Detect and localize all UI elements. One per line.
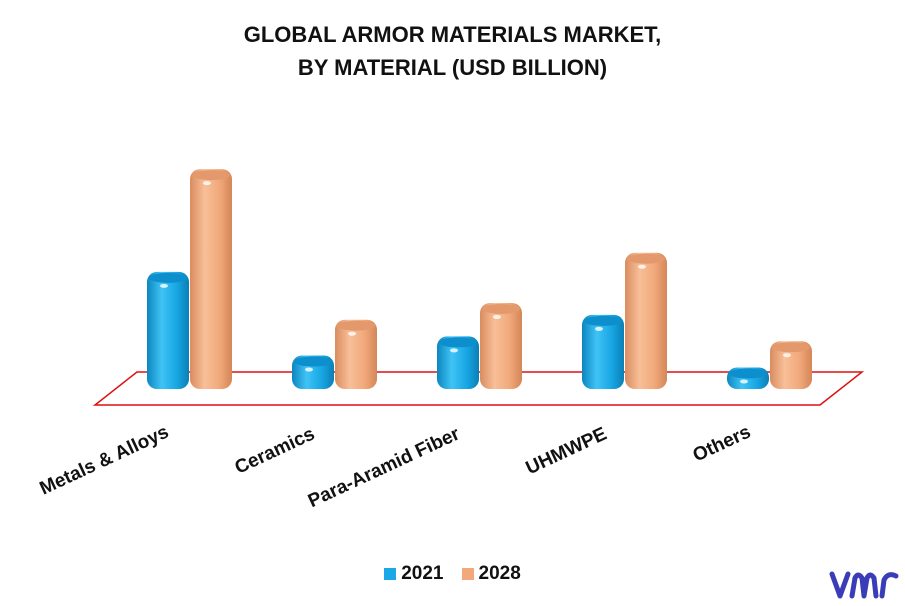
legend-item-2028: 2028 — [461, 563, 521, 585]
x-tick-label-0: Metals & Alloys — [37, 421, 173, 499]
bar-2028-4 — [770, 341, 812, 389]
x-tick-label-3: UHMWPE — [523, 423, 610, 479]
bar-highlight — [783, 353, 791, 358]
bar-highlight — [740, 379, 748, 384]
bar-cap — [149, 272, 187, 283]
bar-cap — [584, 315, 622, 326]
bar-body — [480, 302, 522, 389]
bar-body — [582, 314, 624, 389]
bar-cap — [294, 356, 332, 367]
bar-2021-1 — [292, 355, 334, 389]
bar-highlight — [160, 283, 168, 288]
bar-body — [147, 271, 189, 389]
bar-2021-0 — [147, 271, 189, 389]
bar-highlight — [305, 367, 313, 372]
legend-label-2028: 2028 — [478, 563, 521, 584]
bar-cap — [482, 303, 520, 314]
bar-body — [770, 341, 812, 389]
bar-body — [437, 336, 479, 389]
bar-body — [190, 169, 232, 389]
bar-cap — [772, 342, 810, 353]
x-tick-label-2: Para-Aramid Fiber — [305, 423, 464, 512]
bar-2028-0 — [190, 169, 232, 389]
vmr-logo-icon — [829, 571, 899, 599]
bar-cap — [729, 368, 767, 379]
legend: 2021 2028 — [0, 563, 905, 585]
bar-highlight — [348, 331, 356, 336]
bar-2021-4 — [727, 367, 769, 389]
bar-2028-2 — [480, 302, 522, 389]
legend-label-2021: 2021 — [401, 563, 444, 584]
bar-highlight — [493, 314, 501, 319]
legend-item-2021: 2021 — [384, 563, 444, 585]
bar-cap — [192, 170, 230, 181]
bar-highlight — [203, 181, 211, 186]
bar-body — [625, 252, 667, 389]
bar-cap — [627, 253, 665, 264]
legend-swatch-2021 — [384, 568, 397, 580]
bar-2028-3 — [625, 252, 667, 389]
bar-cap — [337, 320, 375, 331]
bar-2021-3 — [582, 314, 624, 389]
bar-2021-2 — [437, 336, 479, 389]
chart-title: GLOBAL ARMOR MATERIALS MARKET, BY MATERI… — [0, 18, 905, 84]
x-tick-label-4: Others — [690, 421, 754, 466]
chart-title-line2: BY MATERIAL (USD BILLION) — [297, 55, 608, 80]
bar-2028-1 — [335, 319, 377, 389]
bar-body — [335, 319, 377, 389]
bar-highlight — [450, 348, 458, 353]
chart-title-line1: GLOBAL ARMOR MATERIALS MARKET, — [243, 22, 662, 47]
bar-highlight — [595, 326, 603, 331]
legend-swatch-2028 — [461, 568, 474, 580]
bar-cap — [439, 337, 477, 348]
bar-highlight — [638, 264, 646, 269]
x-tick-label-1: Ceramics — [232, 423, 318, 478]
